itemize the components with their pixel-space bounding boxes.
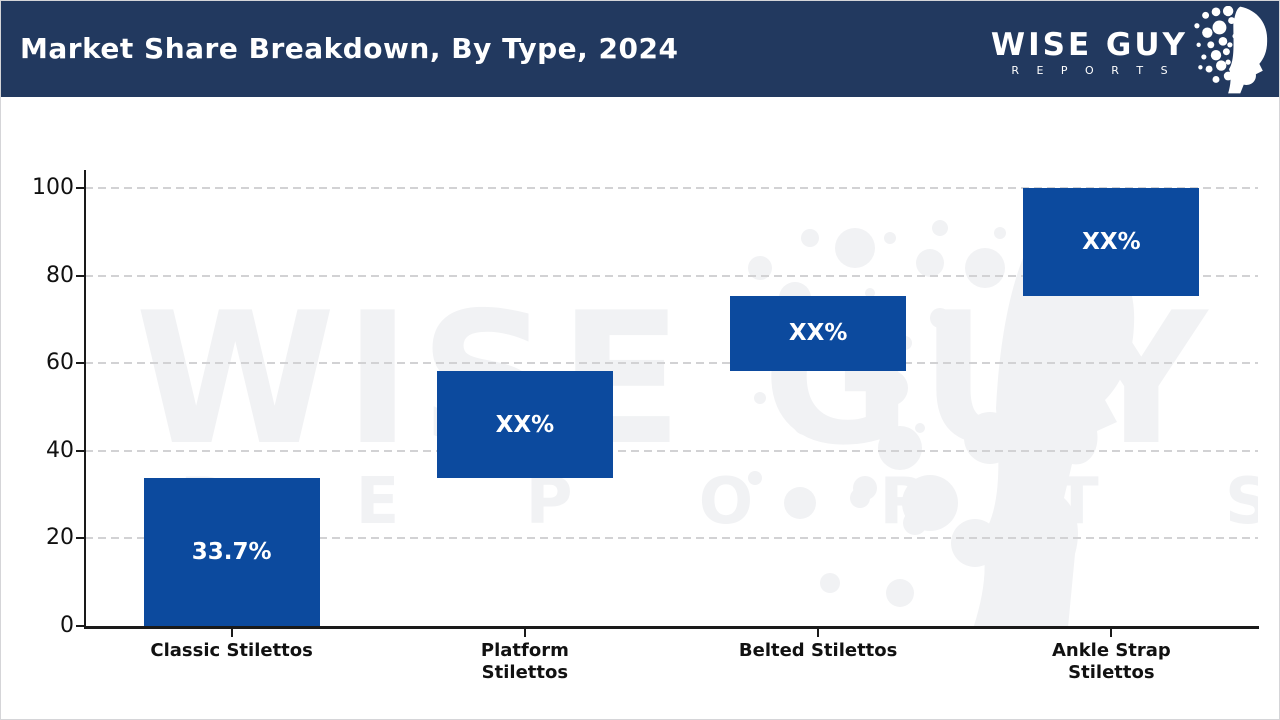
- wiseguy-logo: WISE GUY R E P O R T S: [991, 6, 1268, 94]
- y-tick-label: 40: [46, 437, 74, 463]
- y-tick-mark: [76, 362, 84, 365]
- y-tick-label: 20: [46, 525, 74, 551]
- bar-value-label: 33.7%: [191, 539, 272, 566]
- bar-classic-stilettos: 33.7%: [143, 478, 320, 626]
- y-tick-mark: [76, 625, 84, 627]
- x-axis-label: Ankle Strap Stilettos: [1051, 640, 1171, 683]
- x-tick-mark: [1110, 629, 1113, 637]
- logo-wordmark: WISE GUY R E P O R T S: [991, 28, 1188, 78]
- y-axis-spine: [84, 170, 86, 627]
- gridline: [85, 187, 1258, 189]
- y-tick-label: 60: [46, 350, 74, 376]
- x-axis-label: Platform Stilettos: [480, 640, 569, 683]
- plot-area: WISE GUY R E P O R T S 33.7% XX% XX% XX%: [85, 170, 1258, 626]
- bar-value-label: XX%: [1082, 229, 1141, 256]
- y-tick-label: 100: [32, 175, 74, 200]
- bar-belted-stilettos: XX%: [730, 296, 907, 371]
- y-tick-label: 0: [60, 613, 74, 638]
- gridline: [85, 449, 1258, 452]
- x-axis-spine: [84, 626, 1259, 629]
- gridline: [85, 274, 1258, 277]
- bar-platform-stilettos: XX%: [436, 370, 613, 479]
- page-title: Market Share Breakdown, By Type, 2024: [20, 32, 679, 65]
- logo-wiseguy-text: WISE GUY: [990, 27, 1188, 63]
- header-bar: Market Share Breakdown, By Type, 2024 WI…: [0, 0, 1280, 97]
- x-tick-mark: [817, 629, 820, 637]
- bar-value-label: XX%: [495, 411, 555, 438]
- logo-reports-text: R E P O R T S: [1011, 64, 1175, 77]
- gridline: [85, 537, 1258, 540]
- y-tick-mark: [76, 537, 84, 540]
- y-tick-mark: [76, 187, 84, 189]
- y-tick-mark: [76, 274, 84, 277]
- x-axis-label: Belted Stilettos: [738, 640, 898, 661]
- bar-ankle-strap-stilettos: XX%: [1023, 188, 1200, 297]
- x-axis-label: Classic Stilettos: [150, 640, 313, 661]
- x-tick-mark: [523, 629, 526, 637]
- x-tick-mark: [230, 629, 233, 637]
- y-tick-label: 80: [46, 262, 74, 288]
- gridline: [85, 362, 1258, 365]
- wiseguy-face-icon: [1194, 6, 1268, 94]
- bar-value-label: XX%: [788, 320, 848, 347]
- y-tick-mark: [76, 449, 84, 452]
- watermark-reports-text: R E P O R T S: [180, 465, 1258, 539]
